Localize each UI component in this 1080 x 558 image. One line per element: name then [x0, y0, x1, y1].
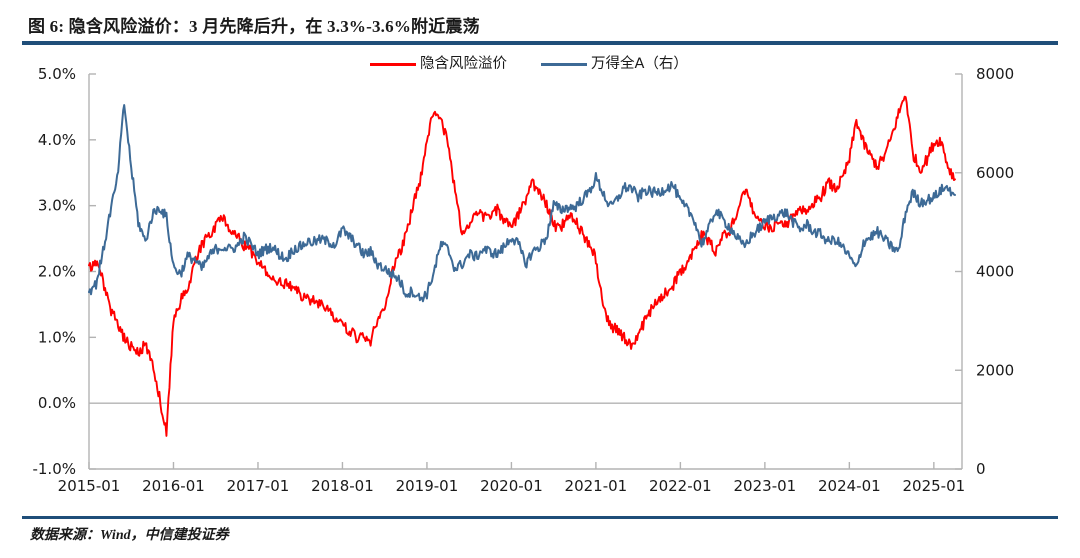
- legend-item-risk-premium: 隐含风险溢价: [370, 54, 507, 74]
- left-axis-tick-label: 4.0%: [38, 131, 76, 149]
- x-axis-tick-label: 2015-01: [58, 477, 121, 495]
- x-axis-tick-label: 2017-01: [227, 477, 290, 495]
- right-axis-tick-label: 6000: [976, 164, 1014, 182]
- x-axis-tick-label: 2019-01: [396, 477, 459, 495]
- right-axis-tick-label: 8000: [976, 65, 1014, 83]
- legend-label-risk-premium: 隐含风险溢价: [420, 55, 507, 72]
- title-divider: [22, 41, 1058, 45]
- series-line-wind-all-a: [88, 104, 956, 303]
- series-line-risk-premium: [88, 95, 956, 437]
- legend-label-wind-all-a: 万得全A（右）: [591, 55, 688, 72]
- left-axis-tick-label: 2.0%: [38, 263, 76, 281]
- x-axis-tick-label: 2016-01: [142, 477, 205, 495]
- x-axis-tick-label: 2018-01: [311, 477, 374, 495]
- right-axis-tick-label: 0: [976, 460, 986, 478]
- legend-swatch-red: [370, 62, 416, 66]
- left-axis-tick-label: 1.0%: [38, 328, 76, 346]
- footer-divider: [22, 516, 1058, 519]
- left-axis-tick-label: 0.0%: [38, 394, 76, 412]
- left-axis-tick-label: 3.0%: [38, 197, 76, 215]
- chart-legend: 隐含风险溢价 万得全A（右）: [370, 54, 688, 74]
- right-axis-tick-label: 4000: [976, 263, 1014, 281]
- figure-title: 图 6: 隐含风险溢价：3 月先降后升，在 3.3%-3.6%附近震荡: [28, 17, 480, 36]
- legend-swatch-blue: [541, 62, 587, 66]
- x-axis-tick-label: 2020-01: [480, 477, 543, 495]
- right-axis-tick-label: 2000: [976, 361, 1014, 379]
- x-axis-tick-label: 2024-01: [818, 477, 881, 495]
- x-axis-tick-label: 2023-01: [734, 477, 797, 495]
- left-axis-tick-label: -1.0%: [32, 460, 76, 478]
- legend-item-wind-all-a: 万得全A（右）: [541, 54, 688, 74]
- x-axis-tick-label: 2022-01: [649, 477, 712, 495]
- source-note: 数据来源：Wind，中信建投证券: [30, 528, 229, 543]
- x-axis-tick-label: 2025-01: [902, 477, 965, 495]
- x-axis-tick-label: 2021-01: [565, 477, 628, 495]
- left-axis-tick-label: 5.0%: [38, 65, 76, 83]
